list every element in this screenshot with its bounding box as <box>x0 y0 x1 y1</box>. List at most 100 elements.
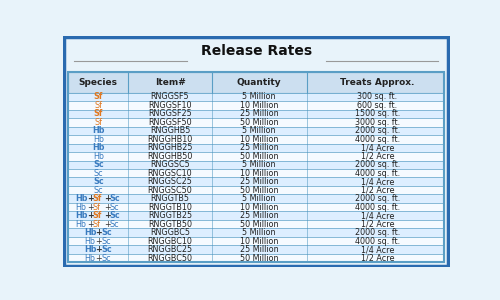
Bar <box>68 143 444 152</box>
Text: 25 Million: 25 Million <box>240 109 279 118</box>
Text: 600 sq. ft.: 600 sq. ft. <box>358 101 398 110</box>
Text: Quantity: Quantity <box>237 78 282 87</box>
Text: Sc: Sc <box>101 237 111 246</box>
Text: RNGGSC10: RNGGSC10 <box>148 169 192 178</box>
Text: +: + <box>87 194 94 203</box>
Text: Hb: Hb <box>93 135 104 144</box>
Text: Hb: Hb <box>84 237 95 246</box>
Text: Sc: Sc <box>101 245 112 254</box>
Text: RNGGSF10: RNGGSF10 <box>148 101 192 110</box>
Text: 25 Million: 25 Million <box>240 177 279 186</box>
Text: 5 Million: 5 Million <box>242 126 276 135</box>
Text: RNGGBC5: RNGGBC5 <box>150 228 190 237</box>
Bar <box>68 220 444 228</box>
Text: 2000 sq. ft.: 2000 sq. ft. <box>354 160 400 169</box>
Text: Hb: Hb <box>84 245 96 254</box>
Text: Hb: Hb <box>84 228 96 237</box>
Text: +: + <box>104 211 111 220</box>
Text: +: + <box>104 194 111 203</box>
Bar <box>68 178 444 186</box>
Bar <box>68 127 444 135</box>
Text: 300 sq. ft.: 300 sq. ft. <box>358 92 398 101</box>
Text: RNGGSC5: RNGGSC5 <box>150 160 190 169</box>
Text: RNGGTB50: RNGGTB50 <box>148 220 192 229</box>
Bar <box>68 160 444 169</box>
Text: +: + <box>96 237 102 246</box>
Text: 4000 sq. ft.: 4000 sq. ft. <box>355 203 400 212</box>
Text: 2000 sq. ft.: 2000 sq. ft. <box>354 126 400 135</box>
Text: +: + <box>96 254 102 262</box>
Text: Sc: Sc <box>94 186 103 195</box>
Text: Sf: Sf <box>94 109 103 118</box>
Text: RNGGBC25: RNGGBC25 <box>148 245 192 254</box>
Text: +: + <box>104 220 110 229</box>
Text: RNGGBC10: RNGGBC10 <box>148 237 192 246</box>
Text: Sf: Sf <box>92 203 100 212</box>
Text: Item#: Item# <box>154 78 186 87</box>
Text: +: + <box>87 211 94 220</box>
Text: Species: Species <box>79 78 118 87</box>
Text: 1/4 Acre: 1/4 Acre <box>360 211 394 220</box>
Bar <box>68 228 444 237</box>
Text: 50 Million: 50 Million <box>240 152 279 161</box>
Bar <box>68 93 444 101</box>
Text: +: + <box>96 228 102 237</box>
Text: Hb: Hb <box>76 203 86 212</box>
Text: Treats Approx.: Treats Approx. <box>340 78 414 87</box>
Bar <box>68 135 444 143</box>
Text: Sc: Sc <box>101 254 111 262</box>
Text: Sf: Sf <box>92 220 100 229</box>
Text: 1/2 Acre: 1/2 Acre <box>360 220 394 229</box>
Text: RNGGTB25: RNGGTB25 <box>148 211 192 220</box>
Text: Sc: Sc <box>94 169 103 178</box>
Text: +: + <box>87 203 94 212</box>
Text: 5 Million: 5 Million <box>242 92 276 101</box>
Text: 3000 sq. ft.: 3000 sq. ft. <box>355 118 400 127</box>
Text: Hb: Hb <box>93 152 104 161</box>
Text: 10 Million: 10 Million <box>240 135 279 144</box>
Text: Sc: Sc <box>93 177 104 186</box>
Text: 5 Million: 5 Million <box>242 194 276 203</box>
Text: Sc: Sc <box>110 194 120 203</box>
Text: Hb: Hb <box>84 254 95 262</box>
Bar <box>68 245 444 254</box>
Text: RNGGHB5: RNGGHB5 <box>150 126 190 135</box>
Bar <box>68 118 444 127</box>
Text: Sc: Sc <box>93 160 104 169</box>
Text: 1/2 Acre: 1/2 Acre <box>360 186 394 195</box>
Text: 1/4 Acre: 1/4 Acre <box>360 143 394 152</box>
Text: 4000 sq. ft.: 4000 sq. ft. <box>355 135 400 144</box>
Text: Sf: Sf <box>92 194 102 203</box>
Text: 5 Million: 5 Million <box>242 228 276 237</box>
Bar <box>68 169 444 178</box>
Text: RNGGSF25: RNGGSF25 <box>148 109 192 118</box>
Text: Hb: Hb <box>76 220 86 229</box>
Text: 10 Million: 10 Million <box>240 203 279 212</box>
Bar <box>68 203 444 212</box>
Text: 1/2 Acre: 1/2 Acre <box>360 152 394 161</box>
Bar <box>68 237 444 245</box>
Text: 25 Million: 25 Million <box>240 143 279 152</box>
Text: 4000 sq. ft.: 4000 sq. ft. <box>355 237 400 246</box>
Text: Hb: Hb <box>92 126 104 135</box>
Text: 50 Million: 50 Million <box>240 186 279 195</box>
Text: Hb: Hb <box>92 143 104 152</box>
Bar <box>68 152 444 160</box>
Text: 5 Million: 5 Million <box>242 160 276 169</box>
Text: RNGGBC50: RNGGBC50 <box>148 254 192 262</box>
Text: 50 Million: 50 Million <box>240 118 279 127</box>
Bar <box>68 186 444 194</box>
Text: 1/4 Acre: 1/4 Acre <box>360 245 394 254</box>
Text: +: + <box>96 245 102 254</box>
Text: RNGGHB50: RNGGHB50 <box>148 152 192 161</box>
Text: Hb: Hb <box>76 194 88 203</box>
Text: 1/4 Acre: 1/4 Acre <box>360 177 394 186</box>
Text: 25 Million: 25 Million <box>240 211 279 220</box>
Bar <box>68 72 444 93</box>
Text: 10 Million: 10 Million <box>240 101 279 110</box>
Text: 50 Million: 50 Million <box>240 254 279 262</box>
Text: RNGGSF50: RNGGSF50 <box>148 118 192 127</box>
Text: 10 Million: 10 Million <box>240 237 279 246</box>
Text: RNGGTB10: RNGGTB10 <box>148 203 192 212</box>
Text: Sc: Sc <box>110 203 120 212</box>
